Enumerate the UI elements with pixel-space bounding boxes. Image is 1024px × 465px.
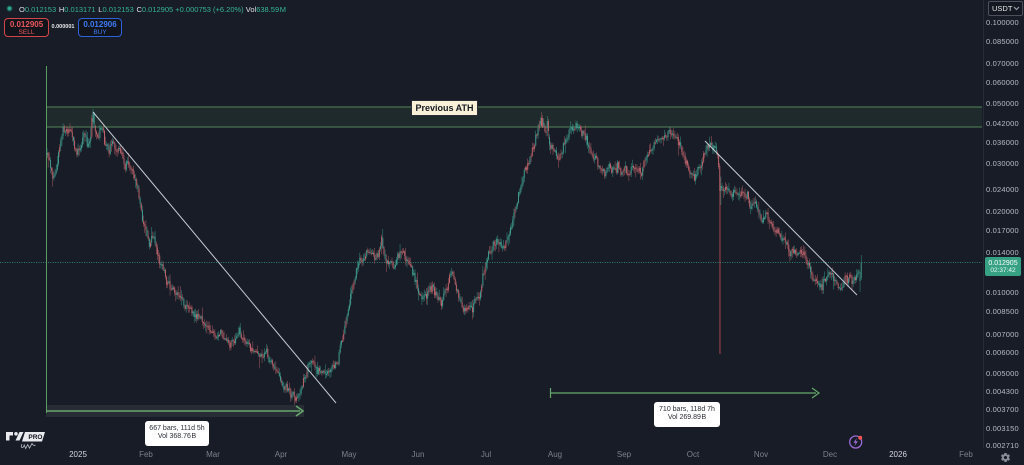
- svg-text:PRO: PRO: [28, 434, 42, 441]
